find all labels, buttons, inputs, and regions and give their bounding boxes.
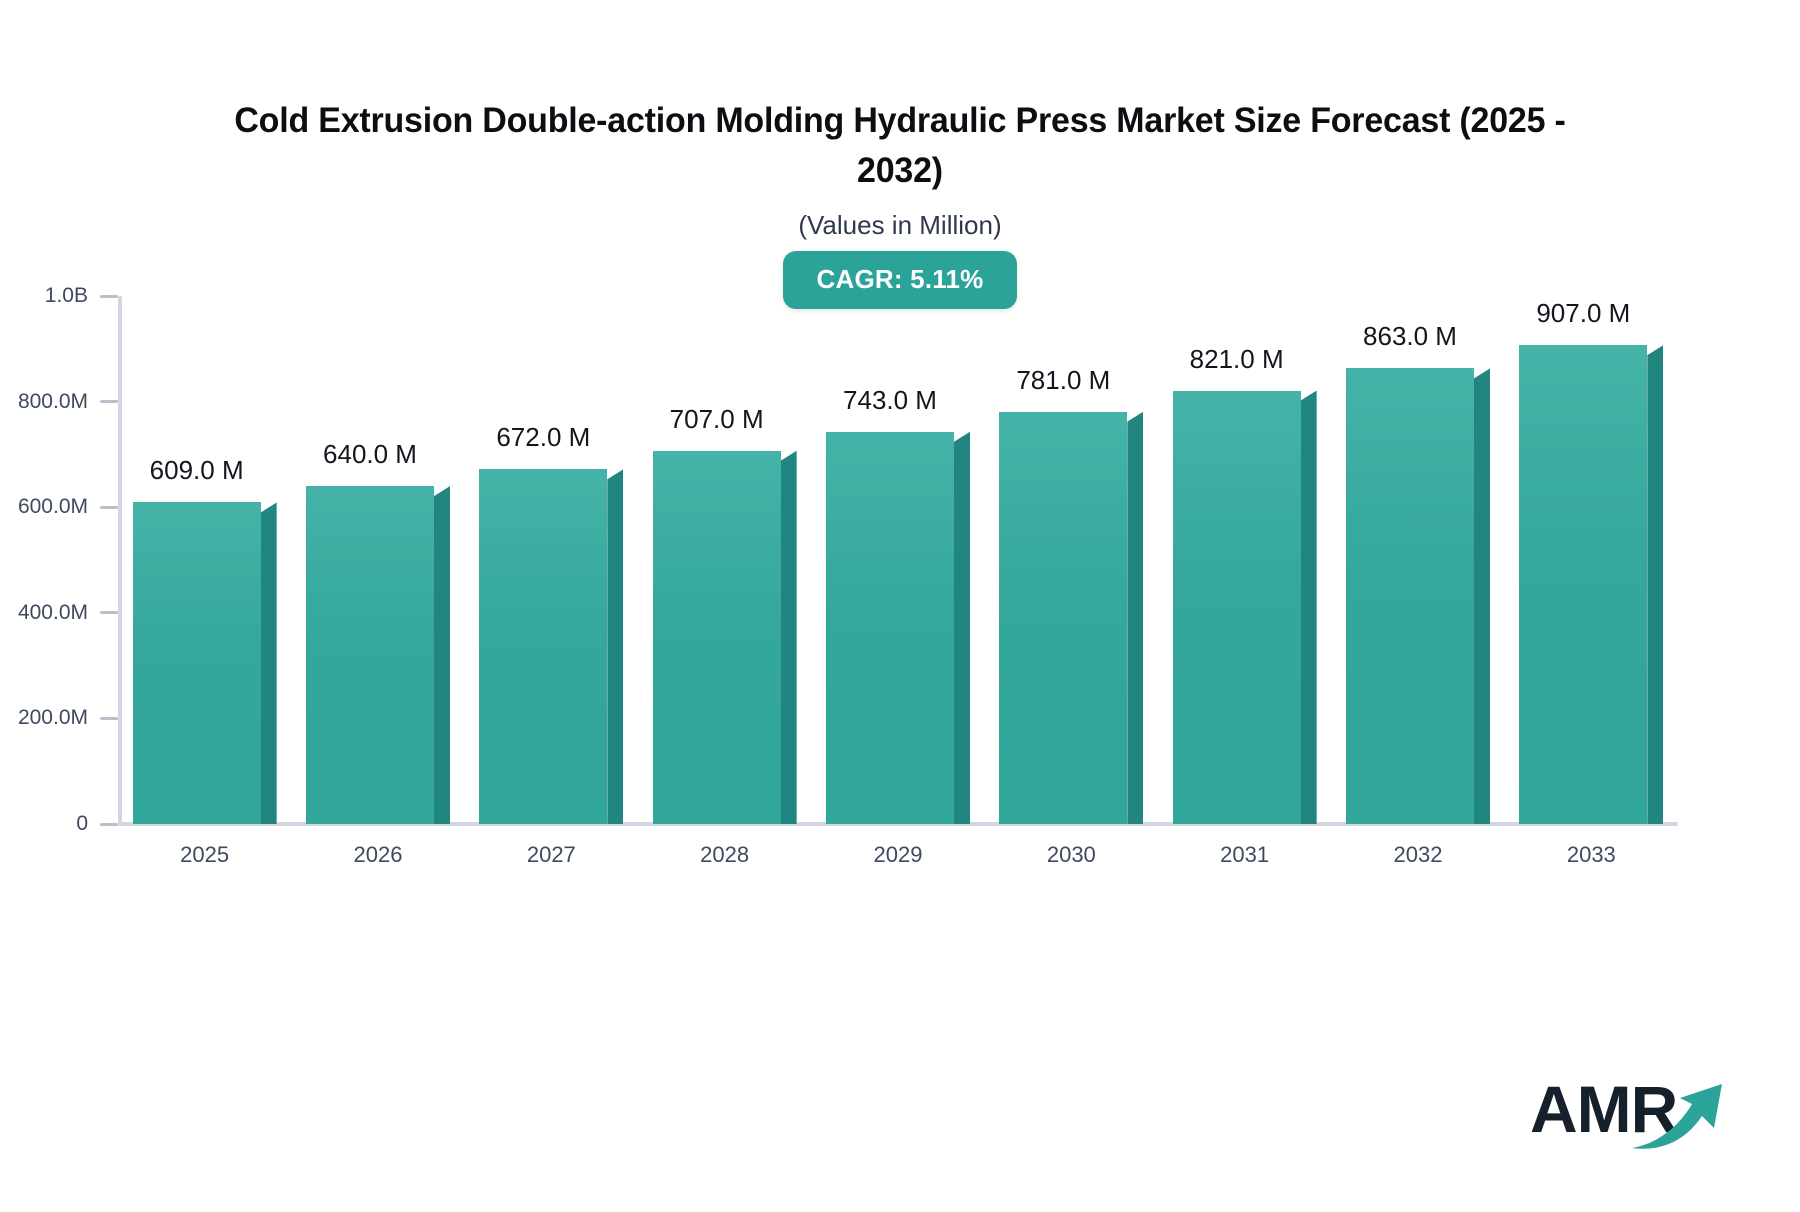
y-axis-tick-mark [100, 294, 118, 298]
x-axis-tick-label: 2032 [1393, 842, 1443, 867]
bar-column[interactable]: 781.0 M [999, 296, 1144, 824]
amr-logo-text: AMR [1530, 1072, 1678, 1146]
bar-value-label: 863.0 M [1363, 321, 1457, 352]
x-axis-tick-label: 2031 [1220, 842, 1270, 867]
x-axis-tick-label: 2026 [353, 842, 403, 867]
y-axis-tick: 1.0B [4, 284, 118, 308]
bar-column[interactable]: 707.0 M [652, 296, 797, 824]
bar-side-face [434, 486, 450, 824]
bar-side-face [1127, 411, 1144, 824]
bar-value-label: 743.0 M [843, 384, 937, 415]
bar-value-label: 781.0 M [1016, 364, 1111, 395]
x-axis-line [118, 822, 1678, 826]
chart-header: Cold Extrusion Double-action Molding Hyd… [0, 96, 1800, 309]
y-axis-tick-label: 800.0M [17, 389, 88, 413]
y-axis-line [118, 296, 122, 824]
x-axis-ticks: 2025 2026 2027 2028 2029 2030 2031 2032 2033 [118, 842, 1678, 882]
y-axis-tick-mark [100, 400, 118, 404]
y-axis-tick: 800.0M [4, 390, 118, 414]
bar-column[interactable]: 863.0 M [1346, 296, 1490, 824]
bar-series: 609.0 M 640.0 M 672.0 M 707.0 M 743.0 M 781.0… [118, 296, 1678, 824]
bar[interactable] [132, 502, 261, 824]
y-axis-tick-mark [100, 716, 118, 720]
bar[interactable] [1346, 368, 1474, 824]
y-axis-tick-label: 600.0M [17, 495, 88, 519]
x-axis-tick-label: 2025 [180, 842, 230, 867]
bar[interactable] [306, 486, 434, 824]
page-title: Cold Extrusion Double-action Molding Hyd… [234, 101, 1566, 190]
bar[interactable] [1519, 345, 1648, 824]
bar[interactable] [652, 450, 781, 824]
bar-side-face [1474, 368, 1490, 824]
growth-arrow-icon [1632, 1084, 1722, 1149]
y-axis-tick: 400.0M [4, 601, 118, 625]
y-axis-tick-mark [100, 611, 118, 615]
y-axis-tick-mark [100, 505, 118, 509]
bar-side-face [1300, 390, 1317, 824]
bar[interactable] [1172, 390, 1301, 824]
x-axis-tick-label: 2029 [873, 842, 923, 867]
status-badge-cagr: CAGR: 5.11% [782, 251, 1018, 309]
x-axis-tick-label: 2027 [526, 842, 576, 867]
y-axis-tick: 200.0M [4, 706, 118, 730]
y-axis-tick: 0 [4, 812, 118, 836]
y-axis-tick-label: 0 [76, 812, 88, 835]
plot-area: 0 200.0M 400.0M 600.0M 800.0M 1.0B 609.0 M 640… [18, 284, 1678, 867]
bar[interactable] [999, 411, 1128, 824]
bar-side-face [607, 469, 624, 824]
bar-column[interactable]: 743.0 M [826, 296, 970, 824]
amr-logo: AMR [1530, 1068, 1730, 1154]
bar-value-label: 907.0 M [1536, 298, 1631, 329]
bar-column[interactable]: 609.0 M [132, 296, 277, 824]
bar-value-label: 821.0 M [1189, 343, 1284, 374]
bar-value-label: 609.0 M [149, 455, 244, 486]
bar-side-face [954, 431, 970, 824]
bar-column[interactable]: 640.0 M [306, 296, 450, 824]
y-axis-tick-mark [100, 822, 118, 826]
bar[interactable] [826, 431, 954, 824]
x-axis-tick-label: 2028 [700, 842, 750, 867]
y-axis-tick-label: 1.0B [44, 284, 88, 307]
bar-value-label: 640.0 M [323, 439, 417, 470]
bar-value-label: 672.0 M [496, 422, 591, 453]
y-axis-tick: 600.0M [4, 495, 118, 519]
bar-column[interactable]: 907.0 M [1519, 296, 1664, 824]
bar-column[interactable]: 821.0 M [1172, 296, 1317, 824]
bar-side-face [780, 450, 797, 824]
bar-side-face [1647, 345, 1664, 824]
x-axis-tick-label: 2033 [1566, 842, 1616, 867]
y-axis-ticks: 0 200.0M 400.0M 600.0M 800.0M 1.0B [18, 284, 1678, 835]
y-axis-tick-label: 400.0M [17, 600, 88, 624]
cagr-badge-container: CAGR: 5.11% [0, 251, 1800, 309]
y-axis-tick-label: 200.0M [17, 706, 88, 730]
bar[interactable] [479, 469, 608, 824]
bar-side-face [260, 502, 277, 824]
bar-value-label: 707.0 M [669, 403, 764, 434]
chart-subtitle: (Values in Million) [798, 210, 1002, 240]
bar-column[interactable]: 672.0 M [479, 296, 624, 824]
x-axis-tick-label: 2030 [1046, 842, 1096, 867]
